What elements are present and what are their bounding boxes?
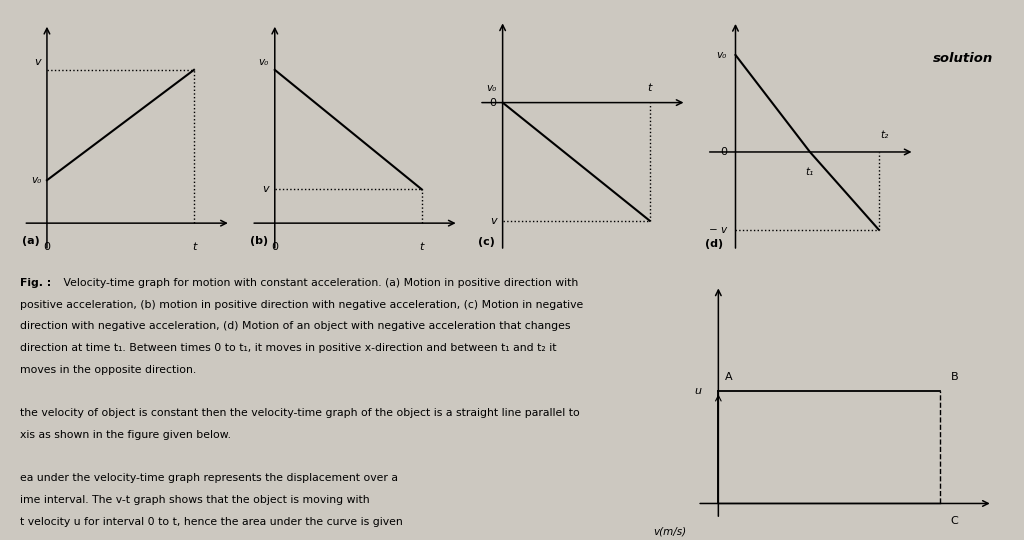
Text: (d): (d)	[706, 239, 724, 249]
Text: v: v	[35, 57, 41, 67]
Text: 0: 0	[271, 241, 279, 252]
Text: t velocity u for interval 0 to t, hence the area under the curve is given: t velocity u for interval 0 to t, hence …	[20, 517, 403, 526]
Text: 0: 0	[43, 241, 50, 252]
Text: direction at time t₁. Between times 0 to t₁, it moves in positive x-direction an: direction at time t₁. Between times 0 to…	[20, 343, 557, 353]
Text: (c): (c)	[477, 237, 495, 247]
Text: (b): (b)	[250, 236, 268, 246]
Text: Fig. :: Fig. :	[20, 278, 52, 288]
Text: B: B	[951, 372, 958, 382]
Text: t: t	[420, 241, 424, 252]
Text: t: t	[647, 83, 652, 92]
Text: v₀: v₀	[717, 50, 727, 60]
Text: C: C	[951, 516, 958, 526]
Text: ime interval. The v-t graph shows that the object is moving with: ime interval. The v-t graph shows that t…	[20, 495, 370, 505]
Text: solution: solution	[933, 52, 992, 65]
Text: v₀: v₀	[31, 175, 41, 185]
Text: A: A	[725, 372, 733, 382]
Text: t₂: t₂	[881, 130, 889, 140]
Text: the velocity of object is constant then the velocity-time graph of the object is: the velocity of object is constant then …	[20, 408, 581, 418]
Text: − v: − v	[709, 225, 727, 234]
Text: t₁: t₁	[806, 166, 814, 177]
Text: v: v	[262, 185, 269, 194]
Text: u: u	[694, 387, 701, 396]
Text: moves in the opposite direction.: moves in the opposite direction.	[20, 364, 197, 375]
Text: v(m/s): v(m/s)	[653, 527, 687, 537]
Text: 0: 0	[720, 147, 727, 157]
Text: t: t	[191, 241, 197, 252]
Text: v₀: v₀	[486, 83, 497, 92]
Text: xis as shown in the figure given below.: xis as shown in the figure given below.	[20, 430, 231, 440]
Text: v: v	[490, 215, 497, 226]
Text: 0: 0	[489, 98, 497, 107]
Text: Velocity-time graph for motion with constant acceleration. (a) Motion in positiv: Velocity-time graph for motion with cons…	[60, 278, 579, 288]
Text: (a): (a)	[22, 236, 40, 246]
Text: v₀: v₀	[259, 57, 269, 67]
Text: direction with negative acceleration, (d) Motion of an object with negative acce: direction with negative acceleration, (d…	[20, 321, 571, 332]
Text: ea under the velocity-time graph represents the displacement over a: ea under the velocity-time graph represe…	[20, 473, 398, 483]
Text: positive acceleration, (b) motion in positive direction with negative accelerati: positive acceleration, (b) motion in pos…	[20, 300, 584, 309]
